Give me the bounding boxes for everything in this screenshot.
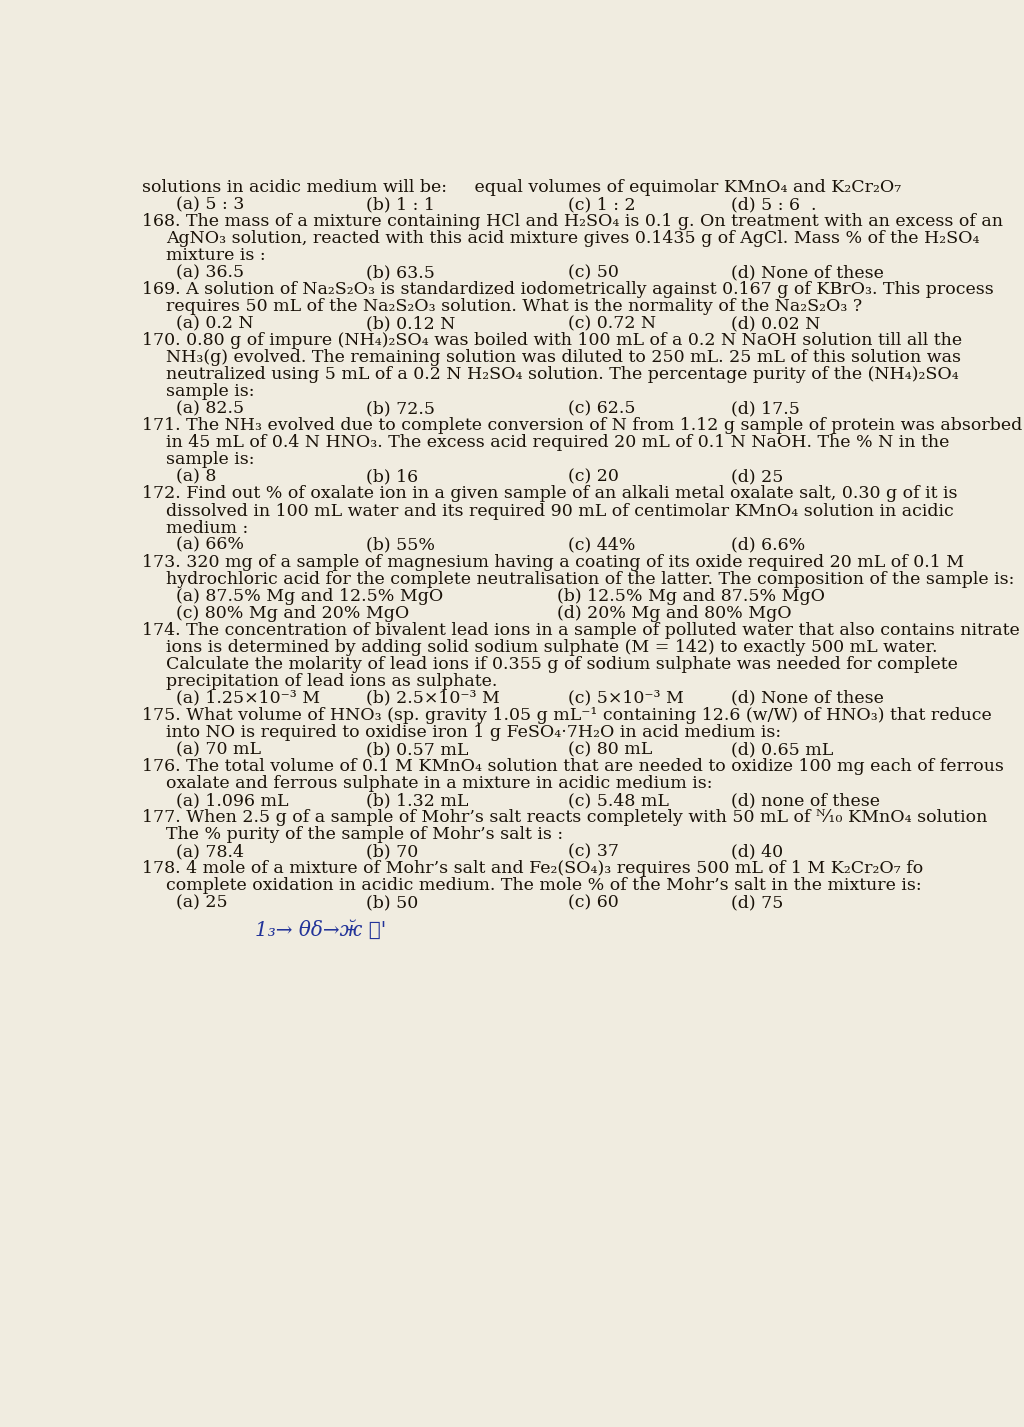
Text: (c) 5×10⁻³ M: (c) 5×10⁻³ M	[568, 689, 684, 706]
Text: (c) 1 : 2: (c) 1 : 2	[568, 195, 636, 213]
Text: solutions in acidic medium will be:     equal volumes of equimolar KMnO₄ and K₂C: solutions in acidic medium will be: equa…	[142, 178, 901, 195]
Text: sample is:: sample is:	[166, 384, 255, 401]
Text: The % purity of the sample of Mohr’s salt is :: The % purity of the sample of Mohr’s sal…	[166, 826, 563, 843]
Text: (d) 17.5: (d) 17.5	[731, 401, 800, 417]
Text: (c) 80% Mg and 20% MgO: (c) 80% Mg and 20% MgO	[176, 605, 409, 622]
Text: (b) 12.5% Mg and 87.5% MgO: (b) 12.5% Mg and 87.5% MgO	[557, 588, 824, 605]
Text: (c) 37: (c) 37	[568, 843, 620, 860]
Text: (d) 20% Mg and 80% MgO: (d) 20% Mg and 80% MgO	[557, 605, 792, 622]
Text: oxalate and ferrous sulphate in a mixture in acidic medium is:: oxalate and ferrous sulphate in a mixtur…	[166, 775, 713, 792]
Text: dissolved in 100 mL water and its required 90 mL of centimolar KMnO₄ solution in: dissolved in 100 mL water and its requir…	[166, 502, 953, 519]
Text: (a) 5 : 3: (a) 5 : 3	[176, 195, 244, 213]
Text: 174. The concentration of bivalent lead ions in a sample of polluted water that : 174. The concentration of bivalent lead …	[142, 622, 1020, 639]
Text: Calculate the molarity of lead ions if 0.355 g of sodium sulphate was needed for: Calculate the molarity of lead ions if 0…	[166, 656, 958, 672]
Text: (b) 72.5: (b) 72.5	[367, 401, 435, 417]
Text: 175. What volume of HNO₃ (sp. gravity 1.05 g mL⁻¹ containing 12.6 (w/W) of HNO₃): 175. What volume of HNO₃ (sp. gravity 1.…	[142, 706, 992, 723]
Text: (d) 25: (d) 25	[731, 468, 783, 485]
Text: (b) 1 : 1: (b) 1 : 1	[367, 195, 435, 213]
Text: 1₃→ θδ→ӂ ᦑ': 1₃→ θδ→ӂ ᦑ'	[255, 920, 386, 939]
Text: (c) 20: (c) 20	[568, 468, 620, 485]
Text: (c) 5.48 mL: (c) 5.48 mL	[568, 792, 670, 809]
Text: (d) none of these: (d) none of these	[731, 792, 881, 809]
Text: (b) 70: (b) 70	[367, 843, 419, 860]
Text: (d) 6.6%: (d) 6.6%	[731, 537, 806, 554]
Text: (d) 5 : 6  .: (d) 5 : 6 .	[731, 195, 816, 213]
Text: (b) 63.5: (b) 63.5	[367, 264, 435, 281]
Text: (c) 50: (c) 50	[568, 264, 620, 281]
Text: (b) 0.12 N: (b) 0.12 N	[367, 315, 456, 332]
Text: (a) 66%: (a) 66%	[176, 537, 244, 554]
Text: (d) 40: (d) 40	[731, 843, 783, 860]
Text: (a) 25: (a) 25	[176, 895, 227, 912]
Text: (b) 55%: (b) 55%	[367, 537, 435, 554]
Text: medium :: medium :	[166, 519, 249, 537]
Text: (d) 75: (d) 75	[731, 895, 783, 912]
Text: (a) 78.4: (a) 78.4	[176, 843, 244, 860]
Text: (c) 80 mL: (c) 80 mL	[568, 741, 652, 758]
Text: (a) 8: (a) 8	[176, 468, 216, 485]
Text: 170. 0.80 g of impure (NH₄)₂SO₄ was boiled with 100 mL of a 0.2 N NaOH solution : 170. 0.80 g of impure (NH₄)₂SO₄ was boil…	[142, 332, 963, 350]
Text: complete oxidation in acidic medium. The mole % of the Mohr’s salt in the mixtur: complete oxidation in acidic medium. The…	[166, 878, 922, 895]
Text: (b) 50: (b) 50	[367, 895, 419, 912]
Text: precipitation of lead ions as sulphate.: precipitation of lead ions as sulphate.	[166, 674, 498, 689]
Text: hydrochloric acid for the complete neutralisation of the latter. The composition: hydrochloric acid for the complete neutr…	[166, 571, 1015, 588]
Text: AgNO₃ solution, reacted with this acid mixture gives 0.1435 g of AgCl. Mass % of: AgNO₃ solution, reacted with this acid m…	[166, 230, 980, 247]
Text: 169. A solution of Na₂S₂O₃ is standardized iodometrically against 0.167 g of KBr: 169. A solution of Na₂S₂O₃ is standardiz…	[142, 281, 994, 298]
Text: requires 50 mL of the Na₂S₂O₃ solution. What is the normality of the Na₂S₂O₃ ?: requires 50 mL of the Na₂S₂O₃ solution. …	[166, 298, 862, 315]
Text: 172. Find out % of oxalate ion in a given sample of an alkali metal oxalate salt: 172. Find out % of oxalate ion in a give…	[142, 485, 957, 502]
Text: (c) 62.5: (c) 62.5	[568, 401, 636, 417]
Text: in 45 mL of 0.4 N HNO₃. The excess acid required 20 mL of 0.1 N NaOH. The % N in: in 45 mL of 0.4 N HNO₃. The excess acid …	[166, 434, 949, 451]
Text: (c) 60: (c) 60	[568, 895, 620, 912]
Text: (b) 16: (b) 16	[367, 468, 418, 485]
Text: (a) 1.096 mL: (a) 1.096 mL	[176, 792, 288, 809]
Text: NH₃(g) evolved. The remaining solution was diluted to 250 mL. 25 mL of this solu: NH₃(g) evolved. The remaining solution w…	[166, 350, 962, 367]
Text: (b) 1.32 mL: (b) 1.32 mL	[367, 792, 468, 809]
Text: ions is determined by adding solid sodium sulphate (M = 142) to exactly 500 mL w: ions is determined by adding solid sodiu…	[166, 639, 938, 656]
Text: (a) 0.2 N: (a) 0.2 N	[176, 315, 253, 332]
Text: (a) 82.5: (a) 82.5	[176, 401, 244, 417]
Text: 168. The mass of a mixture containing HCl and H₂SO₄ is 0.1 g. On treatment with : 168. The mass of a mixture containing HC…	[142, 213, 1004, 230]
Text: (b) 0.57 mL: (b) 0.57 mL	[367, 741, 468, 758]
Text: (d) None of these: (d) None of these	[731, 264, 884, 281]
Text: 171. The NH₃ evolved due to complete conversion of N from 1.12 g sample of prote: 171. The NH₃ evolved due to complete con…	[142, 417, 1023, 434]
Text: (a) 87.5% Mg and 12.5% MgO: (a) 87.5% Mg and 12.5% MgO	[176, 588, 442, 605]
Text: (d) 0.02 N: (d) 0.02 N	[731, 315, 820, 332]
Text: 176. The total volume of 0.1 M KMnO₄ solution that are needed to oxidize 100 mg : 176. The total volume of 0.1 M KMnO₄ sol…	[142, 758, 1005, 775]
Text: (c) 44%: (c) 44%	[568, 537, 636, 554]
Text: (a) 70 mL: (a) 70 mL	[176, 741, 261, 758]
Text: 177. When 2.5 g of a sample of Mohr’s salt reacts completely with 50 mL of ᴺ⁄₁₀ : 177. When 2.5 g of a sample of Mohr’s sa…	[142, 809, 988, 826]
Text: 178. 4 mole of a mixture of Mohr’s salt and Fe₂(SO₄)₃ requires 500 mL of 1 M K₂C: 178. 4 mole of a mixture of Mohr’s salt …	[142, 860, 924, 878]
Text: (d) 0.65 mL: (d) 0.65 mL	[731, 741, 834, 758]
Text: 173. 320 mg of a sample of magnesium having a coating of its oxide required 20 m: 173. 320 mg of a sample of magnesium hav…	[142, 554, 965, 571]
Text: (b) 2.5×10⁻³ M: (b) 2.5×10⁻³ M	[367, 689, 500, 706]
Text: neutralized using 5 mL of a 0.2 N H₂SO₄ solution. The percentage purity of the (: neutralized using 5 mL of a 0.2 N H₂SO₄ …	[166, 367, 958, 384]
Text: (a) 36.5: (a) 36.5	[176, 264, 244, 281]
Text: (c) 0.72 N: (c) 0.72 N	[568, 315, 656, 332]
Text: into NO is required to oxidise iron 1 g FeSO₄·7H₂O in acid medium is:: into NO is required to oxidise iron 1 g …	[166, 723, 781, 741]
Text: (a) 1.25×10⁻³ M: (a) 1.25×10⁻³ M	[176, 689, 319, 706]
Text: (d) None of these: (d) None of these	[731, 689, 884, 706]
Text: sample is:: sample is:	[166, 451, 255, 468]
Text: mixture is :: mixture is :	[166, 247, 265, 264]
